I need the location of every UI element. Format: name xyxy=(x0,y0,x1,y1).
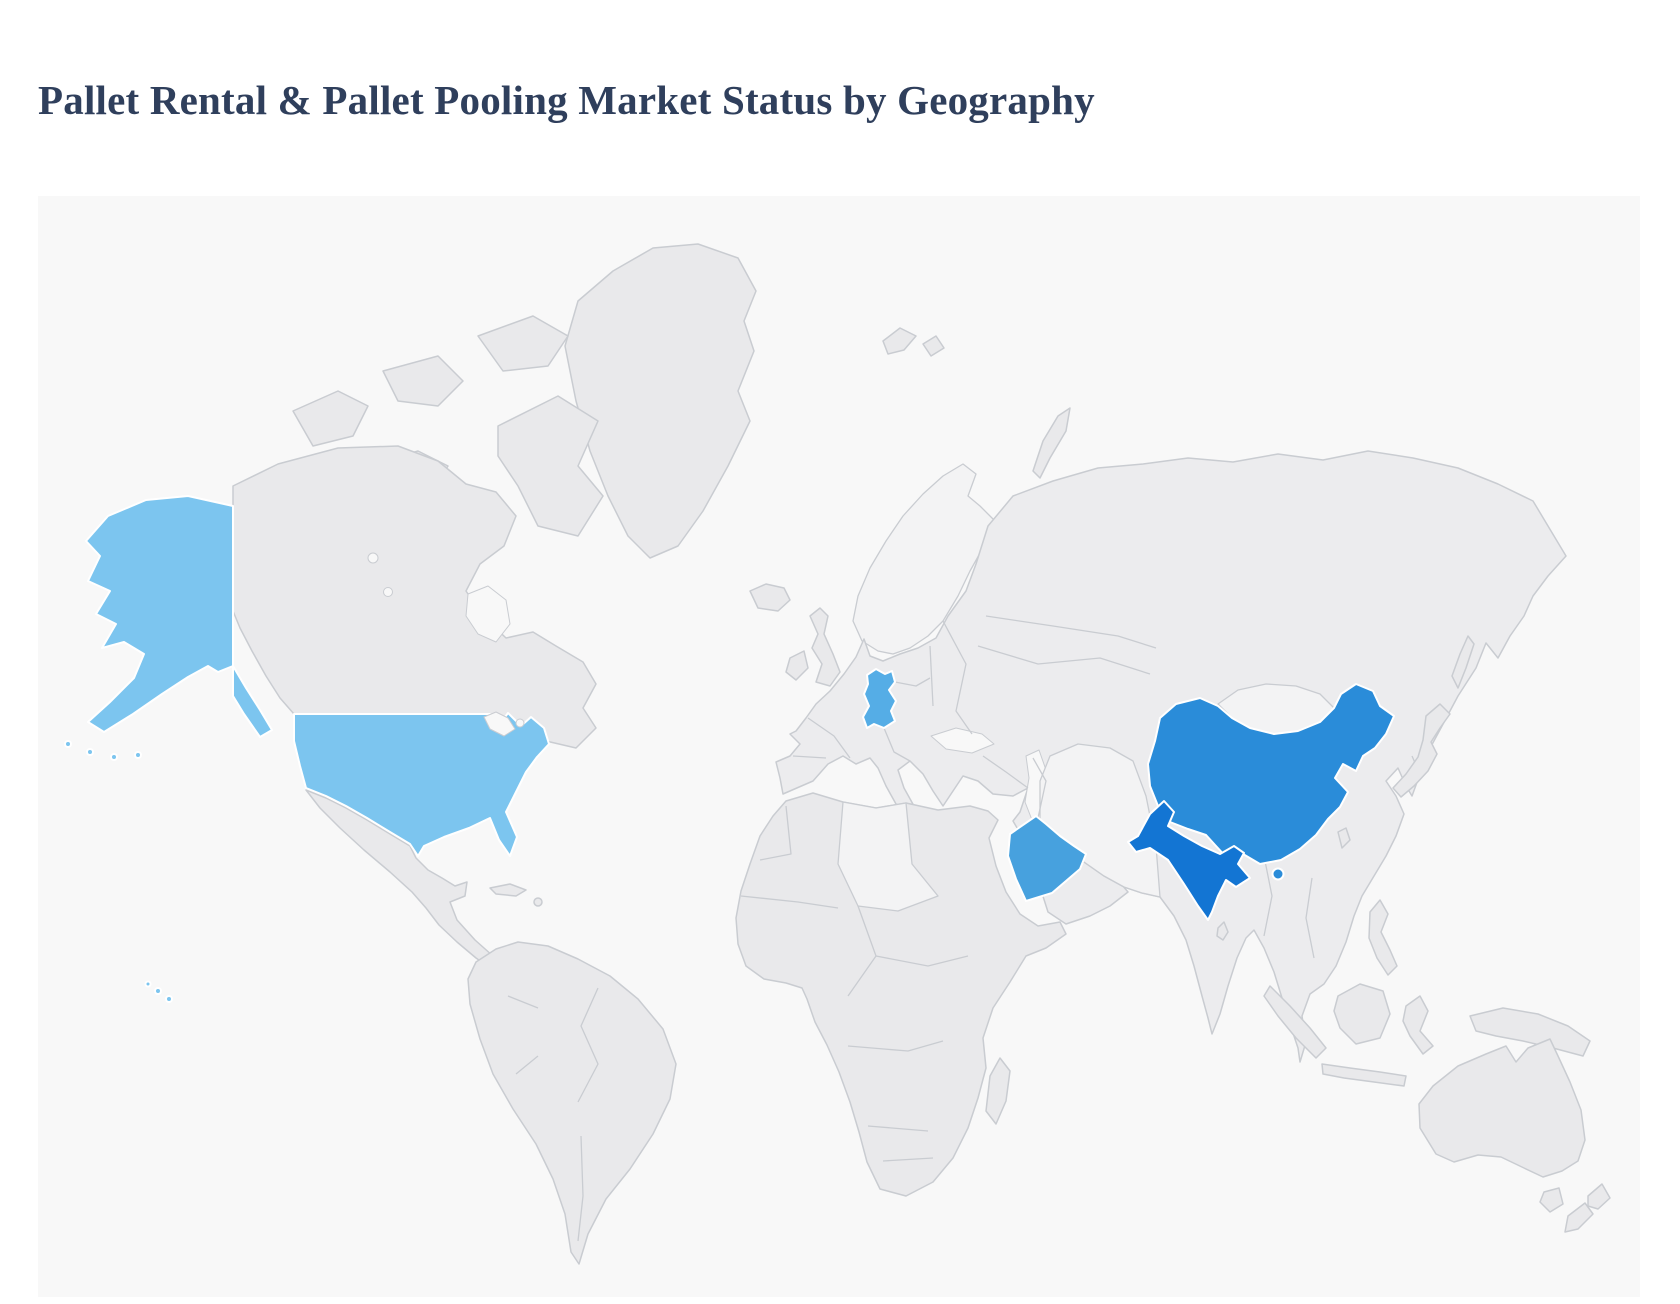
black-sea xyxy=(930,727,995,754)
usa-hawaii-island xyxy=(144,980,152,988)
landmass-africa xyxy=(735,792,1067,1197)
scandinavia xyxy=(852,463,995,655)
usa-alaska xyxy=(85,495,234,733)
new-zealand-south xyxy=(1564,1202,1594,1233)
usa-alaska-panhandle xyxy=(232,665,273,738)
page-title: Pallet Rental & Pallet Pooling Market St… xyxy=(38,77,1095,123)
landmass-australia xyxy=(1418,1038,1611,1233)
usa-aleutian-island xyxy=(86,748,94,756)
caribbean-island xyxy=(533,897,543,907)
new-guinea xyxy=(1469,1007,1591,1057)
sri-lanka xyxy=(1216,921,1229,941)
landmass-east-asia-islands xyxy=(1216,635,1475,976)
landmass-greenland xyxy=(564,243,757,559)
madagascar xyxy=(985,1057,1011,1125)
country-shape-saudi-arabia[interactable] xyxy=(1007,815,1087,902)
usa-hawaii-island xyxy=(165,995,173,1003)
country-shape-china[interactable] xyxy=(1147,683,1395,881)
landmass-south-america xyxy=(467,941,677,1265)
sulawesi xyxy=(1402,995,1434,1055)
new-zealand-north xyxy=(1587,1183,1611,1210)
usa-aleutian-island xyxy=(64,740,72,748)
region-sahara-light xyxy=(837,801,939,912)
landmass-europe-islands xyxy=(749,463,995,687)
country-shape-united-states[interactable] xyxy=(64,495,550,1003)
usa-mainland xyxy=(293,712,550,857)
borneo xyxy=(1333,983,1391,1045)
usa-aleutian-island xyxy=(110,753,118,761)
world-map-panel xyxy=(38,196,1640,1297)
java xyxy=(1321,1063,1407,1087)
sakhalin xyxy=(1451,635,1475,689)
iceland xyxy=(749,583,791,612)
ireland xyxy=(785,650,809,681)
tasmania xyxy=(1539,1187,1564,1213)
philippines xyxy=(1368,899,1398,976)
usa-aleutian-island xyxy=(134,751,142,759)
hudson-bay xyxy=(465,585,511,643)
landmass-canada xyxy=(232,445,597,755)
landmass-mexico-central-america xyxy=(305,789,543,971)
country-shape-germany[interactable] xyxy=(862,668,897,729)
lake xyxy=(367,552,379,564)
country-shape-india[interactable] xyxy=(1127,800,1251,921)
world-map-canvas[interactable] xyxy=(38,196,1640,1297)
usa-hawaii-island xyxy=(154,987,162,995)
great-lakes xyxy=(483,711,525,737)
japan xyxy=(1392,703,1451,798)
lake xyxy=(383,587,393,597)
caribbean-cuba xyxy=(489,883,527,897)
landmass-indonesia xyxy=(1263,983,1591,1087)
china-hainan xyxy=(1271,867,1285,881)
great-britain xyxy=(809,607,841,687)
taiwan xyxy=(1337,827,1351,849)
sumatra xyxy=(1263,985,1327,1059)
